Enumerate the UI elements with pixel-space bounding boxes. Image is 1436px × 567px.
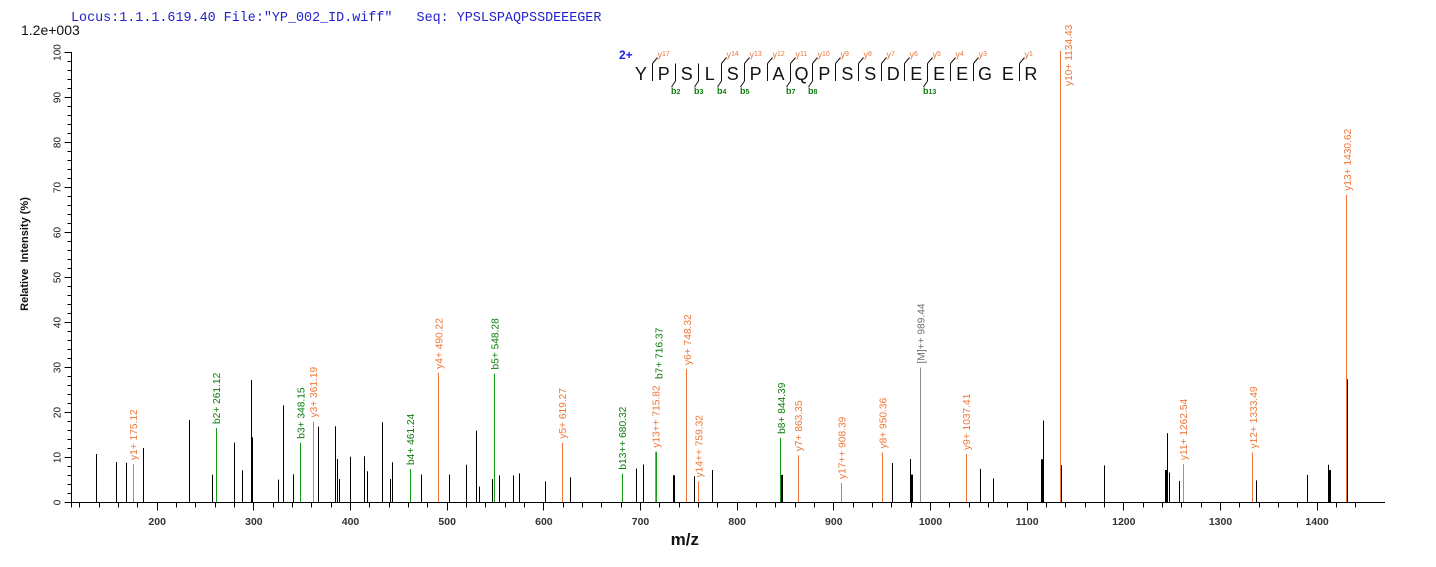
svg-text:S: S	[681, 64, 693, 84]
svg-text:b8+ 844.39: b8+ 844.39	[777, 382, 788, 434]
svg-text:b5: b5	[740, 86, 750, 96]
svg-text:1.2e+003: 1.2e+003	[21, 22, 80, 38]
svg-text:b8: b8	[808, 86, 818, 96]
svg-text:y17: y17	[658, 50, 670, 60]
svg-text:300: 300	[245, 516, 263, 528]
svg-text:Q: Q	[794, 64, 808, 84]
svg-text:y4: y4	[956, 50, 965, 60]
svg-text:y5: y5	[933, 50, 942, 60]
svg-text:Locus:1.1.1.619.40 File:"YP_00: Locus:1.1.1.619.40 File:"YP_002_ID.wiff"…	[71, 11, 601, 26]
svg-text:y8+ 950.36: y8+ 950.36	[878, 397, 889, 448]
svg-text:b5+ 548.28: b5+ 548.28	[491, 318, 502, 370]
svg-text:b3+ 348.15: b3+ 348.15	[297, 387, 308, 439]
svg-text:70: 70	[53, 182, 64, 194]
svg-text:y12: y12	[773, 50, 785, 60]
svg-text:y9: y9	[841, 50, 850, 60]
svg-text:y14++ 759.32: y14++ 759.32	[694, 415, 705, 478]
svg-text:b3: b3	[694, 86, 704, 96]
svg-text:700: 700	[632, 516, 650, 528]
svg-text:y3: y3	[979, 50, 988, 60]
svg-text:P: P	[750, 64, 762, 84]
svg-text:10: 10	[53, 452, 64, 464]
svg-text:y5+ 619.27: y5+ 619.27	[558, 388, 569, 439]
svg-text:60: 60	[53, 227, 64, 239]
svg-text:y10+ 1134.43: y10+ 1134.43	[1064, 24, 1075, 86]
svg-text:m/z: m/z	[671, 530, 699, 549]
svg-text:500: 500	[438, 516, 456, 528]
svg-text:y13: y13	[750, 50, 762, 60]
svg-text:y4+ 490.22: y4+ 490.22	[435, 318, 446, 369]
svg-text:E: E	[910, 64, 922, 84]
svg-text:1200: 1200	[1112, 516, 1136, 528]
svg-text:90: 90	[53, 92, 64, 104]
svg-text:y10: y10	[818, 50, 830, 60]
svg-text:S: S	[864, 64, 876, 84]
svg-text:E: E	[933, 64, 945, 84]
svg-text:y11: y11	[796, 50, 808, 60]
svg-text:D: D	[887, 64, 900, 84]
svg-text:200: 200	[148, 516, 166, 528]
svg-text:b4: b4	[717, 86, 727, 96]
svg-text:30: 30	[53, 362, 64, 374]
svg-text:A: A	[772, 64, 784, 84]
svg-text:600: 600	[535, 516, 553, 528]
svg-text:y7: y7	[887, 50, 896, 60]
svg-text:b4+ 461.24: b4+ 461.24	[406, 413, 417, 465]
svg-text:S: S	[841, 64, 853, 84]
svg-text:y12+ 1333.49: y12+ 1333.49	[1249, 386, 1260, 448]
svg-text:1400: 1400	[1305, 516, 1329, 528]
svg-text:50: 50	[53, 272, 64, 284]
svg-text:y17++ 908.39: y17++ 908.39	[838, 416, 849, 479]
svg-text:1300: 1300	[1209, 516, 1233, 528]
svg-text:[M]++ 989.44: [M]++ 989.44	[917, 303, 928, 363]
svg-text:E: E	[956, 64, 968, 84]
svg-text:y1: y1	[1025, 50, 1034, 60]
svg-text:1100: 1100	[1016, 516, 1039, 528]
svg-text:P: P	[658, 64, 670, 84]
svg-text:y11+ 1262.54: y11+ 1262.54	[1179, 398, 1190, 460]
svg-text:y1+ 175.12: y1+ 175.12	[129, 409, 140, 460]
svg-text:100: 100	[53, 44, 64, 61]
svg-text:40: 40	[53, 317, 64, 329]
svg-text:b7: b7	[786, 86, 796, 96]
svg-text:y3+ 361.19: y3+ 361.19	[309, 366, 320, 417]
svg-text:P: P	[818, 64, 830, 84]
svg-text:900: 900	[825, 516, 843, 528]
svg-text:y9+ 1037.41: y9+ 1037.41	[962, 393, 973, 450]
svg-text:2+: 2+	[619, 48, 633, 62]
svg-text:Relative Intensity (%): Relative Intensity (%)	[19, 197, 31, 311]
svg-text:y13++ 715.82: y13++ 715.82	[651, 385, 662, 448]
svg-text:80: 80	[53, 137, 64, 149]
svg-text:0: 0	[53, 499, 64, 505]
svg-text:Y: Y	[635, 64, 647, 84]
svg-text:y6: y6	[910, 50, 919, 60]
svg-text:R: R	[1024, 64, 1037, 84]
svg-text:y14: y14	[727, 50, 739, 60]
svg-text:1000: 1000	[919, 516, 943, 528]
svg-text:b13++ 680.32: b13++ 680.32	[618, 406, 629, 469]
svg-text:b13: b13	[923, 86, 936, 96]
svg-text:y6+ 748.32: y6+ 748.32	[683, 314, 694, 365]
svg-text:400: 400	[342, 516, 360, 528]
svg-text:20: 20	[53, 407, 64, 419]
svg-text:G: G	[978, 64, 992, 84]
svg-text:E: E	[1002, 64, 1014, 84]
svg-text:800: 800	[728, 516, 746, 528]
svg-text:L: L	[705, 64, 715, 84]
svg-text:y7+ 863.35: y7+ 863.35	[794, 400, 805, 451]
svg-text:b2: b2	[671, 86, 681, 96]
svg-text:y8: y8	[864, 50, 873, 60]
svg-text:S: S	[727, 64, 739, 84]
svg-text:y13+ 1430.62: y13+ 1430.62	[1343, 128, 1354, 190]
svg-text:b7+ 716.37: b7+ 716.37	[654, 327, 665, 379]
svg-text:b2+ 261.12: b2+ 261.12	[212, 372, 223, 424]
